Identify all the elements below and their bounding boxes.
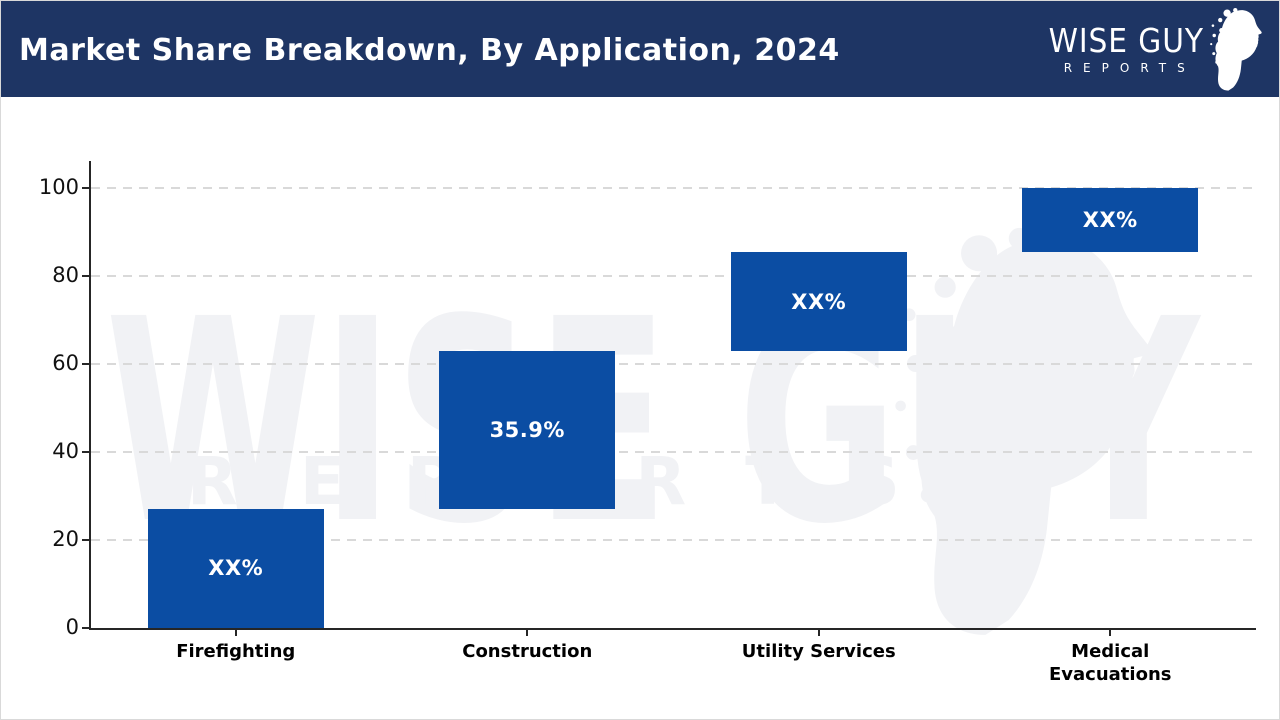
y-tick-label-20: 20 <box>52 527 79 551</box>
header-bar: Market Share Breakdown, By Application, … <box>1 1 1279 97</box>
bar-construction: 35.9% <box>439 350 616 509</box>
x-category-label-medical-evacuations: Medical Evacuations <box>965 641 1257 686</box>
bar-value-label-utility-services: XX% <box>791 289 847 314</box>
y-tick-mark-40 <box>82 451 90 453</box>
x-category-text: Medical Evacuations <box>1049 641 1172 685</box>
page-title: Market Share Breakdown, By Application, … <box>19 33 840 68</box>
gridline-20 <box>91 539 1255 541</box>
logo-wiseguy-label: WISE GUY <box>1049 21 1205 60</box>
gridline-40 <box>91 451 1255 453</box>
x-category-text: Utility Services <box>741 641 896 662</box>
x-tick-mark-firefighting <box>234 630 237 636</box>
y-tick-label-100: 100 <box>38 175 79 199</box>
logo-reports-label: REPORTS <box>1063 61 1196 75</box>
y-axis-spine <box>89 161 91 630</box>
y-tick-mark-60 <box>82 363 90 365</box>
gridline-80 <box>91 275 1255 277</box>
y-tick-label-40: 40 <box>52 439 79 463</box>
x-tick-mark-utility-services <box>817 630 820 636</box>
y-tick-mark-20 <box>82 539 90 541</box>
x-tick-mark-medical-evacuations <box>1109 630 1112 636</box>
bar-firefighting: XX% <box>147 508 324 628</box>
wise-guy-reports-logo: WISE GUY REPORTS <box>1040 5 1269 91</box>
y-tick-mark-0 <box>82 627 90 629</box>
gridline-60 <box>91 363 1255 365</box>
y-tick-label-80: 80 <box>52 263 79 287</box>
logo-head-icon <box>1210 8 1262 91</box>
bar-value-label-medical-evacuations: XX% <box>1082 208 1138 233</box>
x-category-label-construction: Construction <box>382 641 674 664</box>
bar-medical-evacuations: XX% <box>1022 188 1199 253</box>
x-category-text: Construction <box>462 641 593 662</box>
y-tick-label-0: 0 <box>65 615 79 639</box>
y-tick-mark-100 <box>82 187 90 189</box>
x-category-text: Firefighting <box>176 641 296 662</box>
x-tick-mark-construction <box>526 630 529 636</box>
x-axis-spine <box>89 628 1256 630</box>
bar-utility-services: XX% <box>730 252 907 351</box>
y-tick-label-60: 60 <box>52 351 79 375</box>
x-category-label-utility-services: Utility Services <box>673 641 965 664</box>
bar-value-label-firefighting: XX% <box>208 556 264 581</box>
gridline-100 <box>91 187 1255 189</box>
y-tick-mark-80 <box>82 275 90 277</box>
bar-value-label-construction: 35.9% <box>489 417 565 442</box>
logo-text: WISE GUY REPORTS <box>1040 21 1213 75</box>
x-category-label-firefighting: Firefighting <box>90 641 382 664</box>
